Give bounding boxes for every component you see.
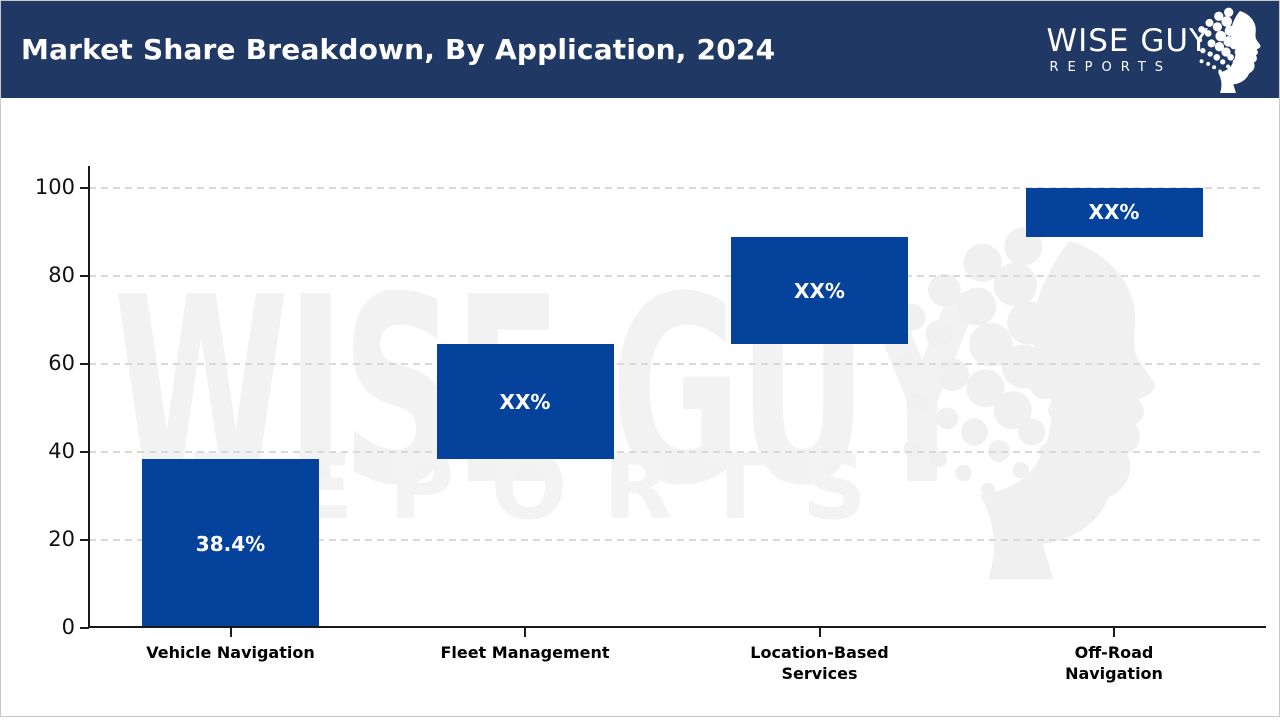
bar-value-label: XX% xyxy=(499,389,551,414)
gridline xyxy=(89,187,1265,189)
brand-subname: REPORTS xyxy=(1049,59,1173,75)
bar-segment: XX% xyxy=(436,344,614,460)
brand-logo-text: WISE GUY REPORTS xyxy=(1046,25,1209,75)
gridline xyxy=(89,275,1265,277)
y-tick-mark xyxy=(80,451,89,453)
y-tick-label: 100 xyxy=(34,175,75,199)
y-tick-mark xyxy=(80,187,89,189)
y-tick-label: 40 xyxy=(48,439,75,463)
watermark-head-icon xyxy=(898,227,1155,580)
x-tick-mark xyxy=(818,628,821,637)
x-tick-mark xyxy=(524,628,526,637)
y-tick-label: 0 xyxy=(61,615,75,639)
y-tick-label: 20 xyxy=(48,527,75,551)
gridline xyxy=(89,451,1265,453)
gridline xyxy=(89,539,1265,541)
x-category-label: Location-Based Services xyxy=(750,643,889,683)
x-category-label: Fleet Management xyxy=(440,643,610,662)
bar-value-label: 38.4% xyxy=(195,531,266,556)
y-tick-label: 80 xyxy=(48,263,75,287)
bar-segment: 38.4% xyxy=(142,459,319,628)
page-title: Market Share Breakdown, By Application, … xyxy=(21,33,776,66)
y-tick-mark xyxy=(80,363,89,365)
x-category-label: Vehicle Navigation xyxy=(146,643,315,662)
bar-value-label: XX% xyxy=(1088,200,1140,225)
y-tick-mark xyxy=(80,627,89,629)
x-tick-mark xyxy=(229,628,232,637)
brand-name: WISE GUY xyxy=(1046,23,1209,60)
header-bar: Market Share Breakdown, By Application, … xyxy=(1,1,1279,98)
bar-value-label: XX% xyxy=(794,278,845,303)
y-tick-mark xyxy=(80,539,89,541)
gridline xyxy=(89,363,1265,365)
brand-logo: WISE GUY REPORTS xyxy=(1046,7,1267,93)
bar-segment: XX% xyxy=(731,236,908,345)
x-axis-line xyxy=(88,626,1266,628)
x-category-label: Off-Road Navigation xyxy=(1065,643,1163,683)
x-tick-mark xyxy=(1113,628,1115,637)
plot-area: 38.4% XX% XX% XX% xyxy=(89,161,1265,628)
y-tick-label: 60 xyxy=(48,351,75,375)
chart-area: 38.4% XX% XX% XX% 0 20 40 60 80 100 Vehicle Navig… xyxy=(1,98,1279,716)
logo-head-icon xyxy=(1198,7,1261,93)
y-tick-mark xyxy=(80,275,89,277)
bar-segment: XX% xyxy=(1025,188,1203,237)
y-axis-line xyxy=(88,166,90,628)
